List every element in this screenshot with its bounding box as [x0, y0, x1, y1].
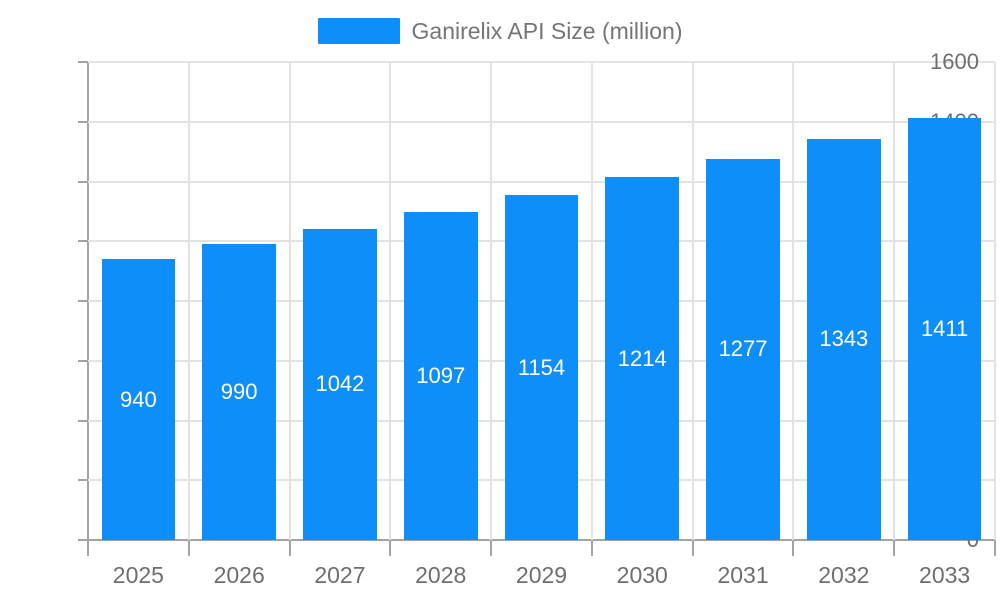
bar-value-label: 1411	[920, 316, 969, 342]
x-tick-mark	[288, 540, 291, 556]
bar-2032: 1343	[807, 138, 881, 540]
bar-2027: 1042	[303, 228, 377, 540]
h-gridline	[88, 61, 995, 63]
legend: Ganirelix API Size (million)	[0, 14, 1000, 48]
v-gridline	[994, 62, 996, 540]
x-axis-label-2032: 2032	[818, 562, 870, 588]
y-axis-label: 1600	[930, 49, 979, 74]
legend-label: Ganirelix API Size (million)	[411, 17, 683, 44]
plot-area: 02004006008001000120014001600 9409901042…	[78, 49, 996, 588]
x-axis-label-2026: 2026	[213, 562, 265, 588]
legend-item[interactable]: Ganirelix API Size (million)	[317, 17, 683, 45]
y-tick-mark	[78, 120, 88, 123]
y-tick-mark	[78, 479, 88, 482]
x-tick-mark	[187, 540, 190, 556]
x-axis-line	[87, 539, 996, 541]
y-tick-mark	[78, 61, 88, 63]
bar-value-label: 1097	[416, 363, 466, 389]
bar-value-label: 1343	[819, 326, 869, 352]
v-gridline	[490, 62, 493, 540]
x-axis-label-2027: 2027	[314, 562, 366, 588]
x-tick-mark	[691, 540, 694, 556]
x-tick-mark	[389, 540, 392, 556]
x-axis-label-2028: 2028	[415, 562, 467, 588]
h-gridline	[88, 180, 995, 183]
x-axis-label-2031: 2031	[717, 562, 769, 588]
bar-2031: 1277	[706, 158, 780, 540]
v-gridline	[792, 62, 795, 540]
bar-2025: 940	[101, 259, 176, 540]
x-tick-mark	[792, 540, 795, 556]
y-tick-mark	[78, 419, 88, 422]
bar-2029: 1154	[504, 195, 579, 540]
v-gridline	[590, 62, 593, 540]
bar-value-label: 1042	[315, 371, 365, 397]
v-gridline	[288, 62, 291, 540]
x-axis-label-2025: 2025	[112, 562, 164, 588]
x-tick-mark	[994, 540, 996, 556]
bar-value-label: 1214	[617, 345, 667, 371]
bar-value-label: 1277	[718, 336, 768, 362]
y-tick-mark	[78, 539, 88, 541]
bar-value-label: 1154	[517, 354, 566, 380]
y-tick-mark	[78, 240, 88, 243]
bar-value-label: 940	[120, 386, 157, 412]
legend-swatch-icon	[317, 18, 400, 44]
bar-2033: 1411	[907, 118, 982, 540]
x-tick-mark	[87, 540, 89, 556]
y-tick-mark	[78, 300, 88, 302]
v-gridline	[389, 62, 392, 540]
x-axis-label-2029: 2029	[515, 562, 568, 588]
x-tick-mark	[590, 540, 593, 556]
x-tick-mark	[490, 540, 493, 556]
x-axis-label-2030: 2030	[616, 562, 668, 588]
bar-2030: 1214	[605, 177, 680, 540]
v-gridline	[893, 62, 896, 540]
h-gridline	[88, 120, 995, 123]
x-tick-mark	[893, 540, 896, 556]
v-gridline	[187, 62, 190, 540]
x-axis-label-2033: 2033	[919, 562, 971, 588]
bar-value-label: 990	[220, 379, 258, 405]
y-tick-mark	[78, 180, 88, 183]
v-gridline	[691, 62, 694, 540]
bar-2026: 990	[202, 244, 276, 540]
y-tick-mark	[78, 359, 88, 362]
bar-2028: 1097	[403, 212, 478, 540]
